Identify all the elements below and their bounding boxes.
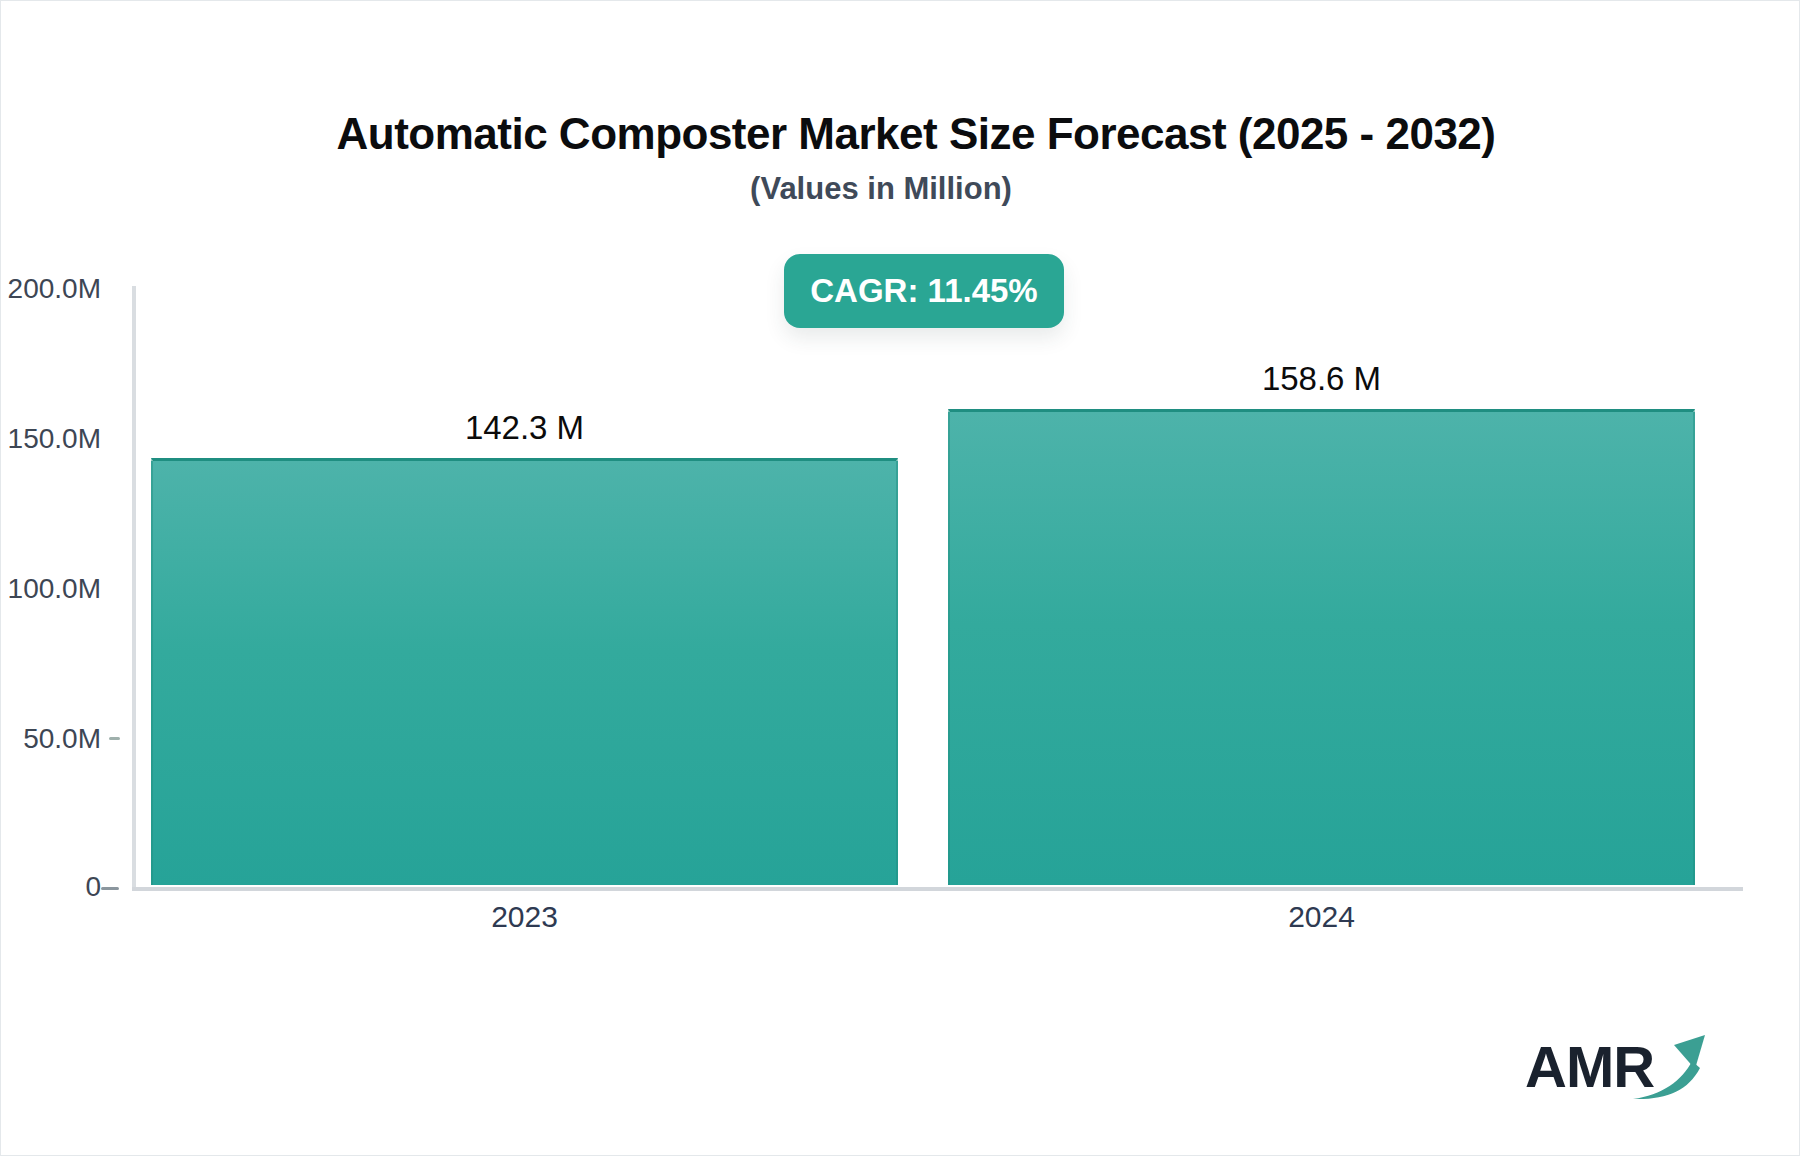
y-tick-150m: 150.0M [1,423,101,455]
cagr-badge: CAGR: 11.45% [784,254,1064,328]
bar-value-label-2024: 158.6 M [1262,361,1381,397]
amr-logo-text: AMR [1525,1034,1654,1099]
chart-subtitle: (Values in Million) [1,171,1761,207]
x-tick-2024: 2024 [948,899,1695,935]
bar-group-2023: 142.3 M [151,410,898,885]
x-tick-2023: 2023 [151,899,898,935]
y-tick-50m: 50.0M [1,723,101,755]
amr-logo: AMR [1525,1029,1711,1107]
bar-2024 [948,409,1695,885]
bar-group-2024: 158.6 M [948,361,1695,885]
cagr-badge-label: CAGR: 11.45% [810,272,1037,310]
y-tick-mark-0 [101,887,119,890]
bar-2023 [151,458,898,885]
y-tick-200m: 200.0M [1,273,101,305]
y-tick-100m: 100.0M [1,573,101,605]
page-title: Automatic Composter Market Size Forecast… [1,109,1800,159]
y-tick-mark-50m [109,737,120,740]
y-axis-line [132,286,136,891]
y-tick-0: 0 [1,871,101,903]
x-axis-line [132,887,1743,891]
bar-value-label-2023: 142.3 M [465,410,584,446]
